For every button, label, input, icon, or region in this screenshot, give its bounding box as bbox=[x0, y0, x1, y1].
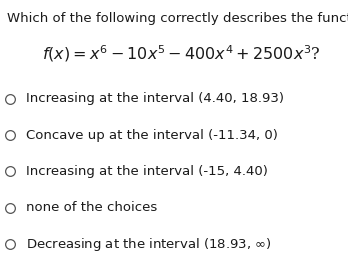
Text: Increasing at the interval (4.40, 18.93): Increasing at the interval (4.40, 18.93) bbox=[26, 92, 284, 105]
Text: $\mathit{f}(x) = x^6 - 10x^5 - 400x^4 + 2500x^3$?: $\mathit{f}(x) = x^6 - 10x^5 - 400x^4 + … bbox=[41, 44, 321, 64]
Text: Concave up at the interval (-11.34, 0): Concave up at the interval (-11.34, 0) bbox=[26, 129, 278, 141]
Text: Decreasing at the interval (18.93, $\infty$): Decreasing at the interval (18.93, $\inf… bbox=[26, 236, 272, 253]
Text: Which of the following correctly describes the function: Which of the following correctly describ… bbox=[7, 12, 348, 25]
Text: Increasing at the interval (-15, 4.40): Increasing at the interval (-15, 4.40) bbox=[26, 165, 268, 178]
Text: none of the choices: none of the choices bbox=[26, 201, 157, 214]
